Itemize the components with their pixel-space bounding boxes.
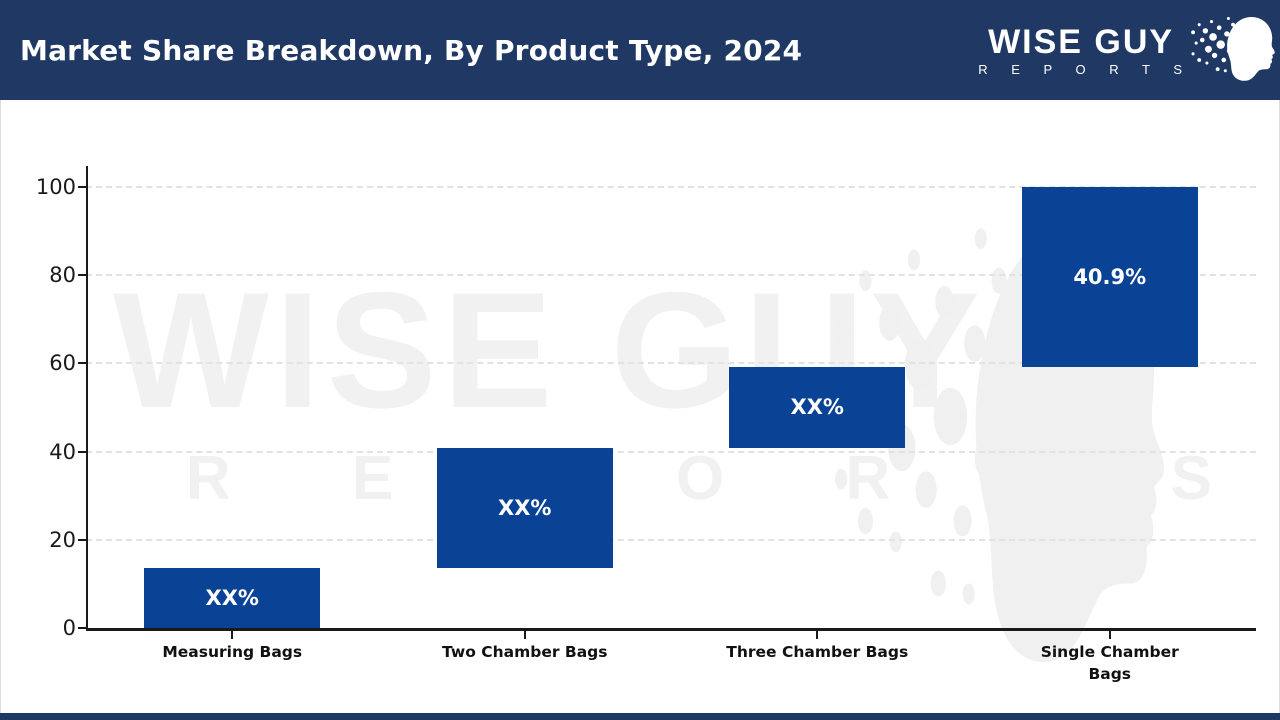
x-axis-line bbox=[86, 628, 1256, 631]
chart-title: Market Share Breakdown, By Product Type,… bbox=[20, 33, 803, 67]
y-tick-label: 20 bbox=[49, 527, 76, 552]
x-tick-mark bbox=[1108, 631, 1111, 639]
gridline bbox=[86, 450, 1256, 453]
chart-area: WISE GUY R E P O R T S 0 20 40 60 80 100 XX% Me… bbox=[0, 100, 1280, 713]
bar: XX% bbox=[729, 367, 906, 448]
wise-guy-reports-logo: WISE GUY R E P O R T S bbox=[970, 0, 1280, 100]
x-category-label: Measuring Bags bbox=[162, 643, 303, 661]
logo-subtitle: R E P O R T S bbox=[978, 61, 1192, 77]
logo-wordmark: WISE GUY bbox=[988, 22, 1175, 61]
x-tick-mark bbox=[231, 631, 234, 639]
bar: XX% bbox=[436, 447, 613, 569]
y-tick-mark bbox=[78, 627, 86, 629]
gridline bbox=[86, 362, 1256, 365]
bar: XX% bbox=[144, 568, 321, 628]
y-axis-line bbox=[86, 166, 88, 631]
bar: 40.9% bbox=[1021, 187, 1198, 368]
y-tick-label: 40 bbox=[49, 439, 76, 464]
gridline bbox=[86, 186, 1256, 188]
footer-bar bbox=[0, 713, 1280, 720]
logo-text: WISE GUY R E P O R T S bbox=[970, 25, 1192, 76]
x-category-label: Two Chamber Bags bbox=[442, 643, 608, 661]
x-category-label: Single Chamber Bags bbox=[1040, 643, 1179, 683]
y-tick-mark bbox=[78, 274, 86, 277]
y-tick-label: 100 bbox=[35, 175, 76, 199]
bar-value-label: 40.9% bbox=[1073, 265, 1147, 290]
plot-region: 0 20 40 60 80 100 XX% Measuring Bags XX% Two Cham… bbox=[1, 100, 1279, 713]
gridline bbox=[86, 538, 1256, 541]
y-tick-label: 60 bbox=[49, 351, 76, 376]
bar-value-label: XX% bbox=[498, 495, 552, 520]
x-tick-mark bbox=[816, 631, 819, 639]
x-category-label: Three Chamber Bags bbox=[726, 643, 909, 661]
header-band: Market Share Breakdown, By Product Type,… bbox=[0, 0, 1280, 100]
bar-value-label: XX% bbox=[790, 395, 844, 420]
dotted-face-icon bbox=[1191, 16, 1275, 81]
gridline bbox=[86, 274, 1256, 277]
y-tick-mark bbox=[78, 186, 86, 188]
x-tick-mark bbox=[523, 631, 526, 639]
y-tick-mark bbox=[78, 538, 86, 541]
y-tick-label: 80 bbox=[49, 263, 76, 288]
y-tick-mark bbox=[78, 362, 86, 365]
y-tick-mark bbox=[78, 450, 86, 453]
y-tick-label: 0 bbox=[62, 616, 76, 640]
bar-value-label: XX% bbox=[205, 586, 259, 610]
